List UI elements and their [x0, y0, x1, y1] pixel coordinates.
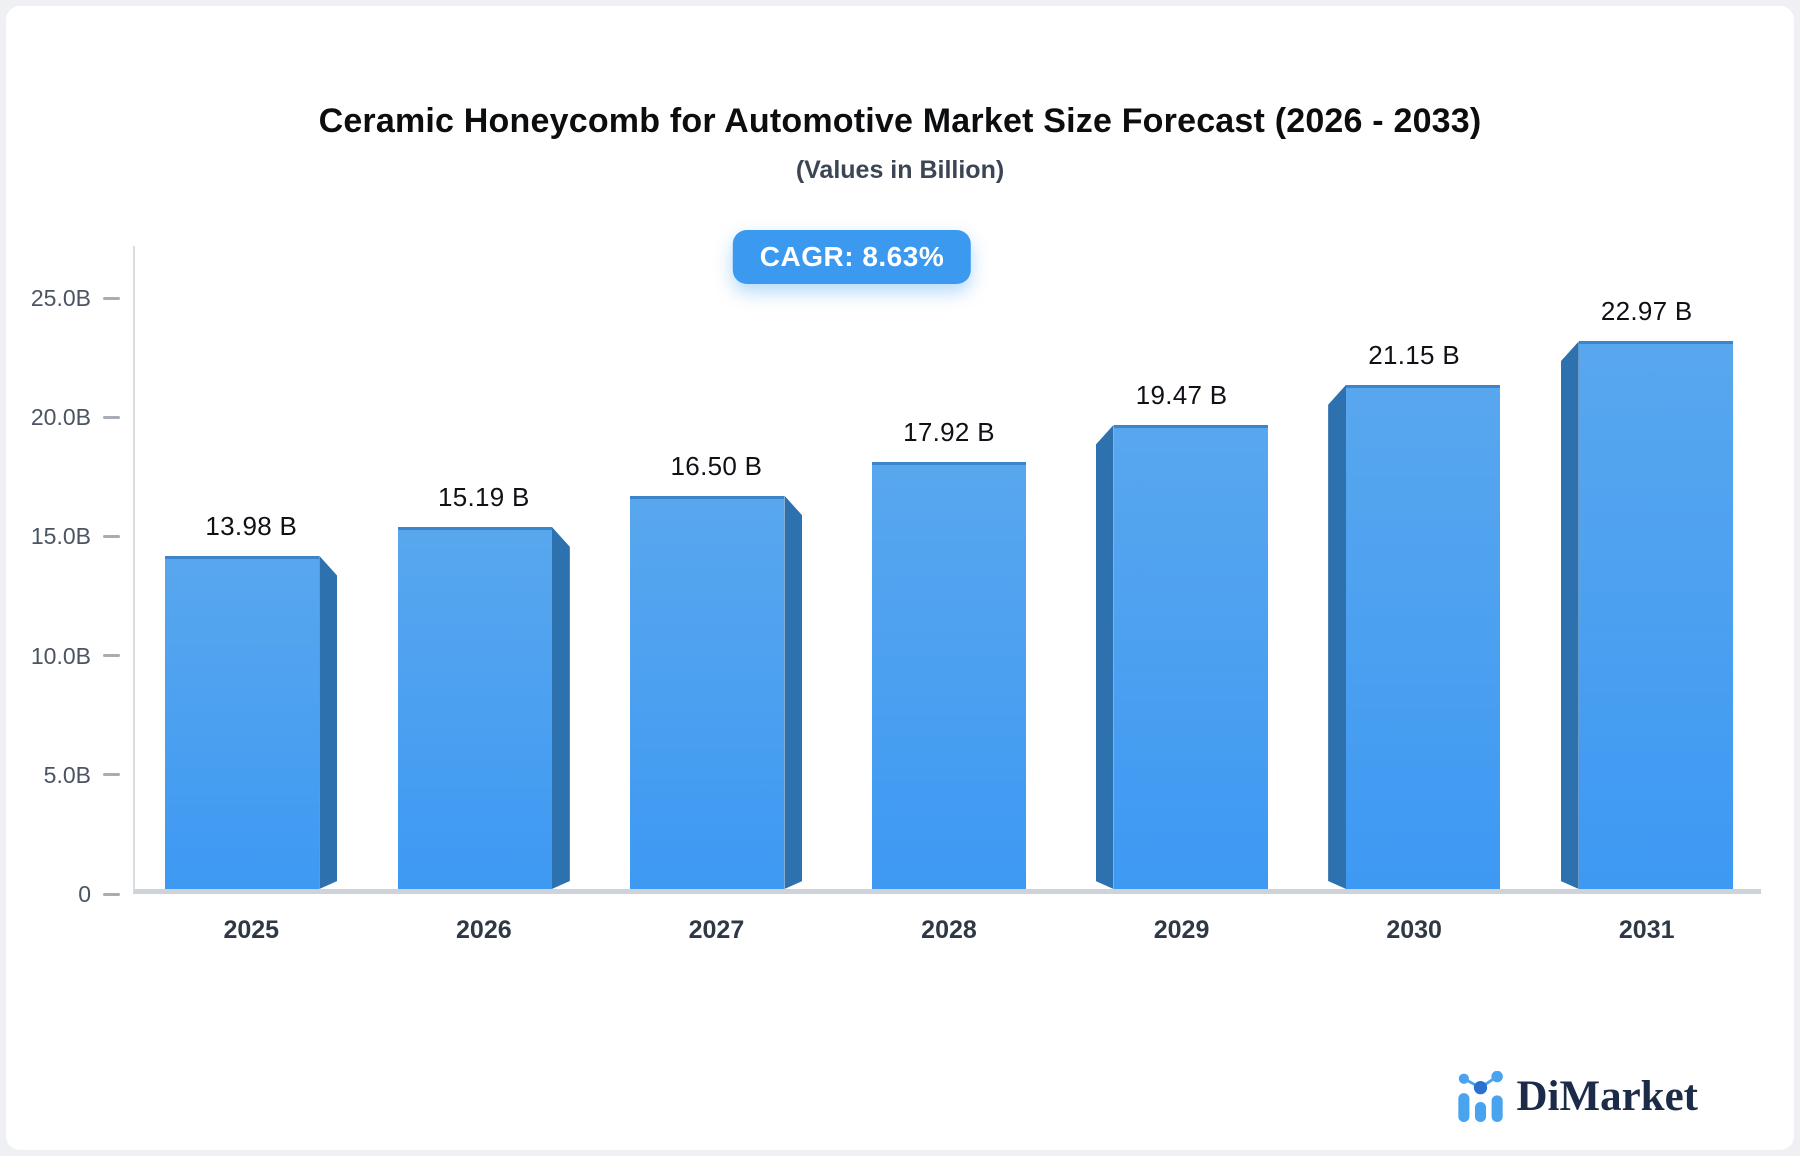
- bar-depth-side: [319, 556, 337, 889]
- bar-value-label: 21.15 B: [1368, 339, 1460, 370]
- bar-face[interactable]: [630, 495, 785, 889]
- plot-area: 25.0B 20.0B 15.0B 10.0B 5.0B 0 13.98 B 2025 15.1…: [31, 285, 1763, 944]
- bar-value-label: 19.47 B: [1135, 379, 1228, 410]
- bar-depth-side: [1561, 341, 1579, 889]
- y-axis-tick-mark: [103, 534, 120, 538]
- y-axis-tick-label: 25.0B: [30, 285, 91, 311]
- x-axis-label: 2025: [223, 916, 280, 944]
- bar-face[interactable]: [1578, 341, 1733, 889]
- brand-logo: DiMarket: [1457, 1071, 1699, 1122]
- chart-title: Ceramic Honeycomb for Automotive Market …: [318, 102, 1482, 140]
- bar-2030[interactable]: [1328, 384, 1501, 889]
- bar-face[interactable]: [165, 555, 320, 889]
- y-axis-tick-mark: [103, 296, 120, 300]
- y-axis-tick-mark: [103, 415, 120, 419]
- bar-2028[interactable]: [871, 461, 1026, 889]
- bar-value-label: 15.19 B: [437, 481, 530, 512]
- bar-value-label: 13.98 B: [205, 510, 298, 541]
- bar-2029[interactable]: [1096, 424, 1268, 889]
- x-axis-label: 2027: [688, 916, 745, 944]
- y-axis-tick-label: 10.0B: [30, 642, 91, 669]
- bar-face[interactable]: [1113, 424, 1268, 889]
- bar-face[interactable]: [1346, 384, 1501, 889]
- bar-depth-side: [552, 527, 570, 889]
- bar-slot: 17.92 B 2028: [833, 298, 1066, 944]
- y-axis-tick-mark: [103, 892, 120, 896]
- bar-value-label: 16.50 B: [670, 450, 763, 481]
- chart-subtitle: (Values in Billion): [795, 156, 1005, 184]
- bar-slot: 22.97 B 2031: [1530, 296, 1763, 944]
- bar-value-label: 22.97 B: [1600, 296, 1693, 327]
- x-axis-label: 2028: [921, 916, 977, 944]
- x-axis-label: 2029: [1153, 916, 1210, 944]
- chart-card: Ceramic Honeycomb for Automotive Market …: [6, 6, 1794, 1150]
- bar-slot: 13.98 B 2025: [135, 298, 368, 944]
- bar-2026[interactable]: [397, 526, 570, 889]
- bar-depth-side: [1328, 385, 1346, 889]
- y-axis-tick-mark: [103, 773, 120, 777]
- y-axis-line-extension: [133, 246, 135, 300]
- y-axis-tick-label: 20.0B: [30, 404, 91, 431]
- x-axis-label: 2030: [1386, 916, 1442, 944]
- bar-slot: 15.19 B 2026: [368, 298, 601, 944]
- bar-depth-side: [784, 496, 802, 889]
- cagr-badge-label: CAGR: 8.63%: [759, 241, 945, 272]
- x-axis-label: 2031: [1618, 916, 1675, 944]
- bar-slot: 16.50 B 2027: [600, 298, 833, 944]
- bar-2025[interactable]: [165, 555, 337, 889]
- bar-2027[interactable]: [630, 495, 802, 889]
- bar-slot: 21.15 B 2030: [1298, 298, 1531, 944]
- brand-logo-text: DiMarket: [1516, 1073, 1699, 1120]
- bar-value-label: 17.92 B: [903, 416, 995, 447]
- bar-2031[interactable]: [1561, 341, 1733, 889]
- brand-chart-icon: [1457, 1071, 1503, 1122]
- y-axis-tick-mark: [103, 654, 120, 658]
- y-axis-tick-label: 5.0B: [43, 761, 91, 788]
- x-axis-label: 2026: [456, 916, 512, 944]
- bar-depth-side: [1096, 425, 1114, 889]
- cagr-badge: CAGR: 8.63%: [732, 230, 972, 284]
- bar-face[interactable]: [397, 526, 552, 889]
- y-axis-tick-label: 0: [78, 881, 91, 907]
- y-axis-tick-label: 15.0B: [30, 523, 91, 550]
- bar-slot: 19.47 B 2029: [1065, 298, 1298, 944]
- bar-face[interactable]: [871, 461, 1026, 889]
